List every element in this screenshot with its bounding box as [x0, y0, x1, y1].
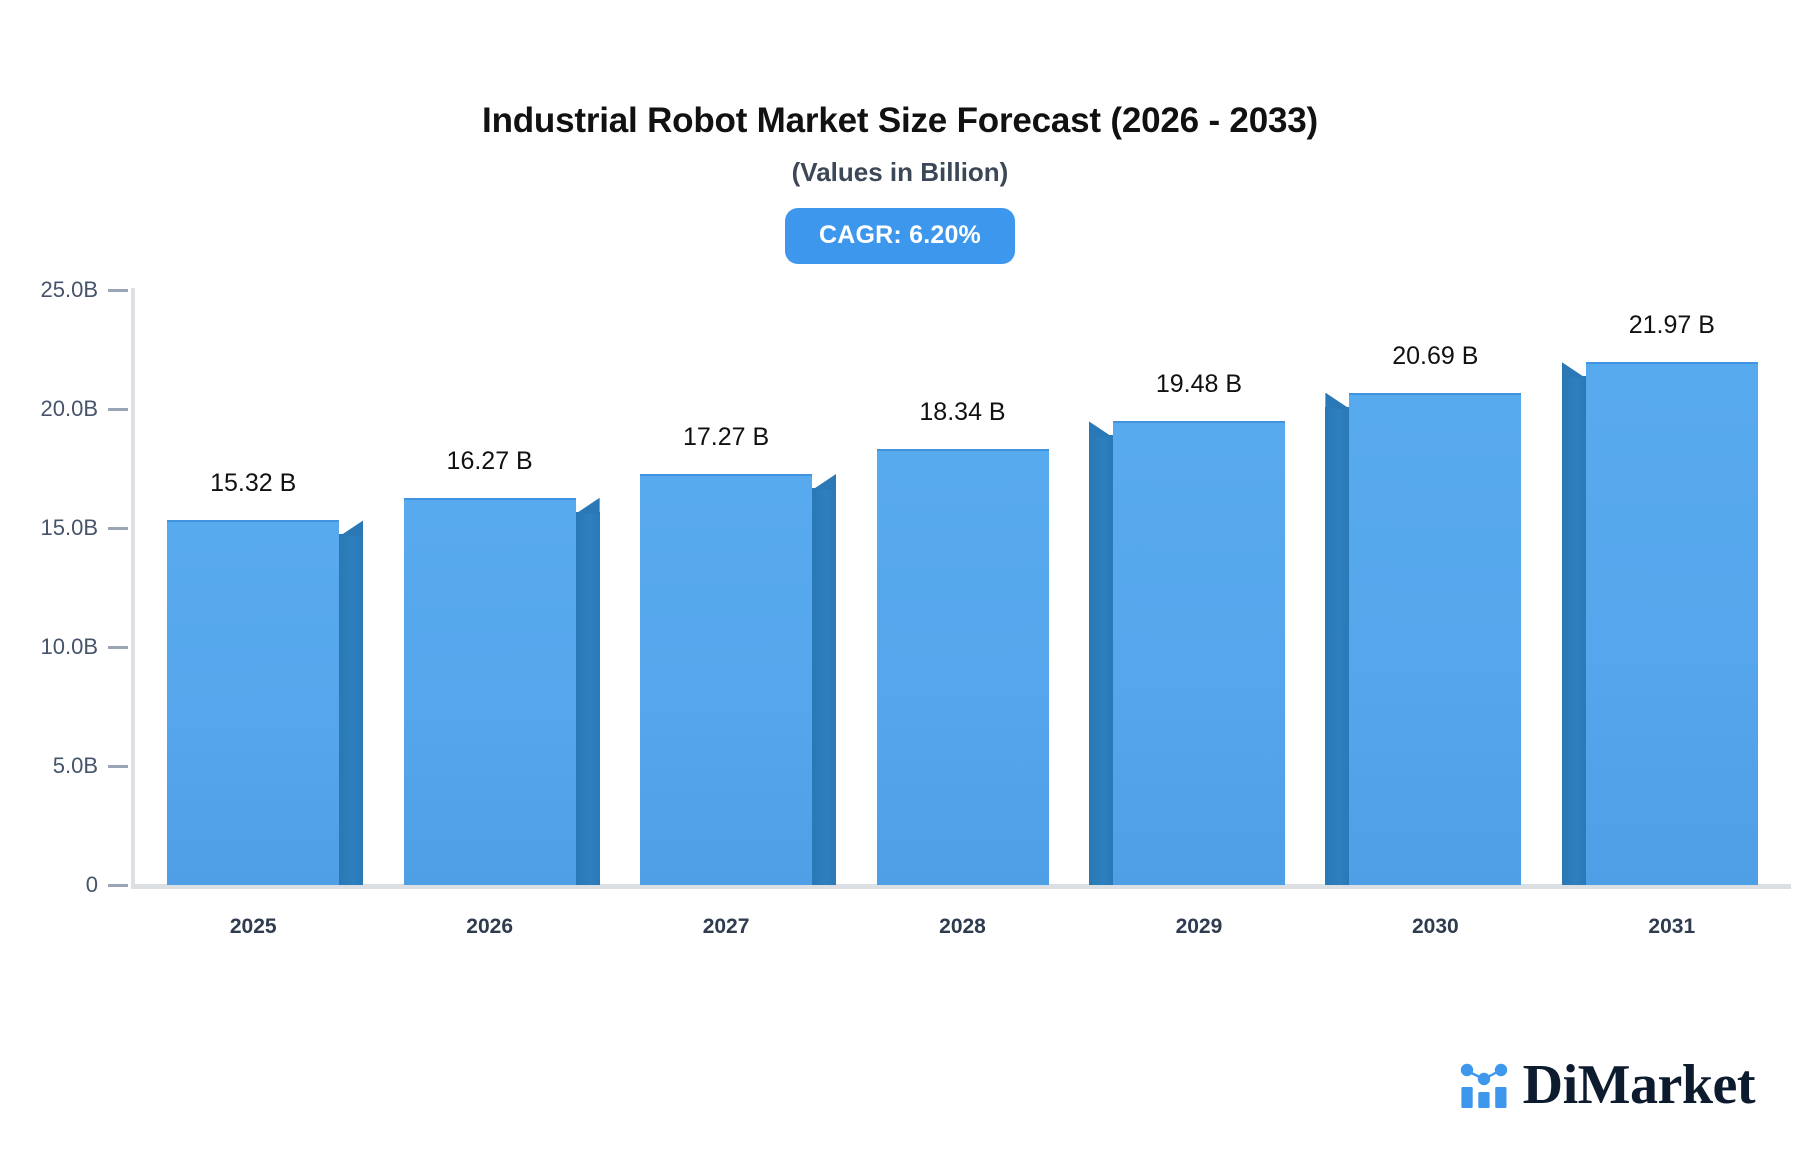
bar-side-face	[812, 487, 837, 885]
bar-value-label: 16.27 B	[446, 446, 533, 475]
cagr-badge-container: CAGR: 6.20%	[0, 208, 1800, 264]
x-axis-tick-label: 2028	[939, 915, 986, 938]
bar-value-label: 17.27 B	[682, 422, 770, 451]
y-axis-tick: 15.0B	[0, 516, 128, 540]
y-axis-tick-label: 15.0B	[40, 515, 99, 540]
cagr-badge: CAGR: 6.20%	[785, 208, 1015, 264]
bar-side-face	[339, 534, 364, 885]
bar-value-label: 18.34 B	[919, 397, 1006, 426]
y-axis-tick-dash	[108, 646, 128, 649]
y-axis-tick-label: 5.0B	[52, 753, 98, 778]
y-axis-tick-dash	[108, 289, 128, 292]
y-axis-tick: 0	[0, 873, 128, 897]
y-axis-tick: 10.0B	[0, 635, 128, 659]
bar-value-label: 15.32 B	[210, 469, 297, 498]
bar-column[interactable]: 16.27 B 2026	[403, 448, 600, 937]
bar-front-face	[876, 448, 1049, 885]
y-axis-tick-dash	[108, 884, 128, 887]
brand-name: DiMarket	[1522, 1054, 1756, 1116]
bar-value-label: 21.97 B	[1628, 311, 1715, 340]
bar-column[interactable]: 18.34 B 2028	[876, 399, 1049, 937]
x-axis-tick-label: 2027	[702, 915, 750, 938]
bar-chart-logo-icon	[1458, 1058, 1510, 1113]
x-axis-tick-label: 2031	[1648, 915, 1696, 938]
bar-side-face	[1561, 376, 1586, 885]
brand-logo: DiMarket	[1458, 1054, 1756, 1116]
bar-side-face	[1325, 406, 1350, 885]
y-axis-tick: 20.0B	[0, 397, 128, 421]
x-axis-line	[131, 884, 1791, 889]
bar-front-face	[1112, 421, 1285, 885]
bar-column[interactable]: 20.69 B 2030	[1325, 343, 1522, 937]
bar-column[interactable]: 17.27 B 2027	[640, 424, 837, 937]
y-axis-tick-dash	[108, 527, 128, 530]
bar-value-label: 20.69 B	[1392, 341, 1479, 370]
y-axis-tick-dash	[108, 408, 128, 411]
y-axis-tick: 25.0B	[0, 278, 128, 302]
bar-side-face	[575, 511, 600, 885]
bar-front-face	[1585, 362, 1758, 885]
bar-column[interactable]: 21.97 B 2031	[1561, 313, 1758, 937]
y-axis-tick-label: 25.0B	[40, 277, 99, 302]
chart-title: Industrial Robot Market Size Forecast (2…	[482, 101, 1318, 140]
bar-front-face	[640, 473, 813, 885]
bar-column[interactable]: 15.32 B 2025	[167, 471, 364, 937]
bar-column[interactable]: 19.48 B 2029	[1088, 372, 1285, 937]
x-axis-tick-label: 2030	[1411, 915, 1459, 938]
y-axis-line	[131, 288, 135, 886]
y-axis-tick-dash	[108, 765, 128, 768]
y-axis-tick-label: 20.0B	[40, 396, 99, 421]
x-axis-tick-label: 2026	[466, 915, 513, 938]
chart-header: Industrial Robot Market Size Forecast (2…	[0, 0, 1800, 264]
bar-front-face	[167, 520, 340, 885]
bar-front-face	[1349, 392, 1522, 885]
bar-front-face	[403, 497, 576, 885]
x-axis-tick-label: 2025	[229, 915, 277, 938]
y-axis-tick-label: 10.0B	[40, 634, 99, 659]
y-axis-tick: 5.0B	[0, 754, 128, 778]
bar-value-label: 19.48 B	[1155, 370, 1243, 399]
x-axis-tick-label: 2029	[1175, 915, 1223, 938]
bar-side-face	[1088, 435, 1113, 885]
chart-subtitle: (Values in Billion)	[791, 157, 1009, 187]
y-axis-tick-label: 0	[85, 872, 98, 897]
